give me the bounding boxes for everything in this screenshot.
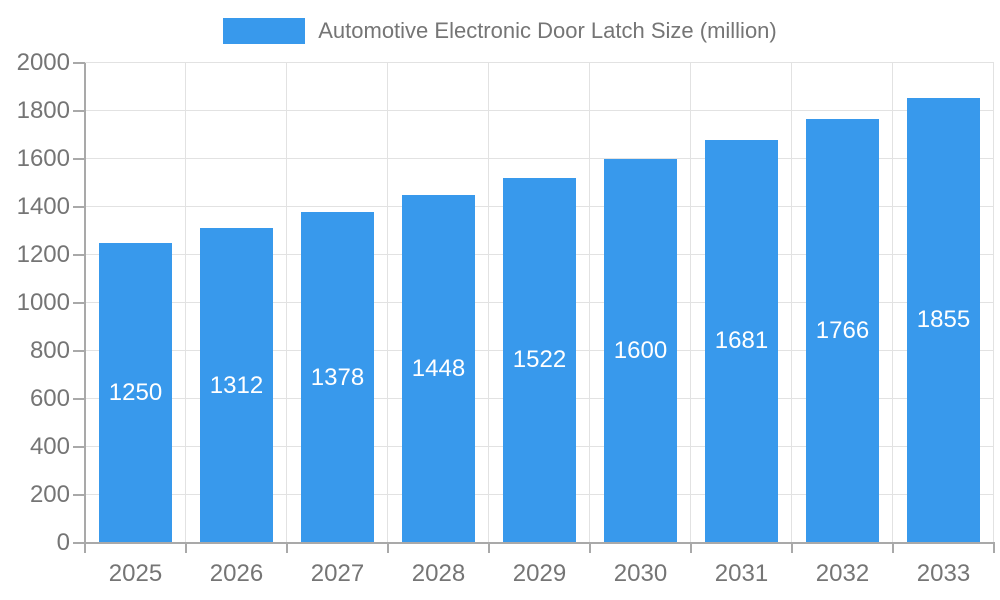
bar: [301, 212, 374, 543]
x-axis-tick: [791, 543, 793, 553]
bar-value-label: 1681: [714, 327, 769, 355]
y-axis-tick: [73, 110, 85, 112]
bar: [806, 119, 879, 543]
x-gridline: [488, 63, 489, 543]
x-axis-tick: [993, 543, 995, 553]
x-axis-tick-label: 2031: [714, 560, 769, 587]
y-axis-tick-label: 1800: [16, 97, 70, 124]
x-gridline: [791, 63, 792, 543]
y-axis-tick: [73, 446, 85, 448]
y-axis-tick-label: 400: [29, 433, 70, 460]
x-gridline: [185, 63, 186, 543]
y-axis-tick-label: 2000: [16, 49, 70, 76]
x-axis-tick-label: 2033: [916, 560, 971, 587]
x-axis-tick: [488, 543, 490, 553]
bar-value-label: 1855: [916, 306, 971, 334]
y-axis-tick: [73, 62, 85, 64]
y-axis-tick-label: 200: [29, 481, 70, 508]
y-axis-tick-label: 800: [29, 337, 70, 364]
x-axis-tick: [185, 543, 187, 553]
x-axis-tick: [892, 543, 894, 553]
y-axis-tick-label: 1600: [16, 145, 70, 172]
x-axis-tick-label: 2025: [108, 560, 163, 587]
y-axis-tick-label: 1400: [16, 193, 70, 220]
y-axis-tick-label: 1200: [16, 241, 70, 268]
y-axis-tick: [73, 254, 85, 256]
y-axis-tick: [73, 542, 85, 544]
x-gridline: [993, 63, 994, 543]
x-axis-tick-label: 2029: [512, 560, 567, 587]
y-axis-line: [84, 63, 86, 553]
x-axis-tick-label: 2030: [613, 560, 668, 587]
x-axis-line: [84, 542, 995, 544]
x-axis-tick-label: 2032: [815, 560, 870, 587]
x-axis-tick-label: 2027: [310, 560, 365, 587]
x-axis-tick: [286, 543, 288, 553]
x-gridline: [892, 63, 893, 543]
x-gridline: [589, 63, 590, 543]
y-axis-tick: [73, 398, 85, 400]
x-axis-tick-label: 2028: [411, 560, 466, 587]
y-axis-tick: [73, 206, 85, 208]
y-axis-tick-label: 1000: [16, 289, 70, 316]
bar: [705, 139, 778, 543]
y-axis-tick: [73, 302, 85, 304]
y-gridline: [85, 62, 994, 63]
x-gridline: [286, 63, 287, 543]
y-axis-tick: [73, 350, 85, 352]
y-gridline: [85, 158, 994, 159]
bar-value-label: 1250: [108, 379, 163, 406]
legend-swatch-icon: [223, 18, 306, 44]
x-axis-tick: [387, 543, 389, 553]
x-gridline: [690, 63, 691, 543]
bar-value-label: 1766: [815, 317, 870, 345]
bar: [200, 228, 273, 543]
bar: [907, 97, 980, 543]
bar: [604, 159, 677, 543]
bar-value-label: 1312: [209, 371, 264, 399]
bar-value-label: 1600: [613, 337, 668, 364]
y-axis-tick: [73, 494, 85, 496]
bar: [99, 243, 172, 543]
x-axis-tick: [589, 543, 591, 553]
y-axis-tick-label: 600: [29, 385, 70, 412]
legend-label: Automotive Electronic Door Latch Size (m…: [318, 18, 777, 43]
x-gridline: [387, 63, 388, 543]
x-axis-tick: [690, 543, 692, 553]
bar-value-label: 1378: [310, 363, 365, 391]
y-axis-tick: [73, 158, 85, 160]
y-gridline: [85, 110, 994, 111]
x-axis-tick-label: 2026: [209, 560, 264, 587]
bar: [503, 177, 576, 543]
bar-value-label: 1522: [512, 346, 567, 374]
y-axis-tick-label: 0: [56, 529, 70, 556]
bar: [402, 195, 475, 543]
chart-legend[interactable]: Automotive Electronic Door Latch Size (m…: [0, 16, 1000, 46]
bar-value-label: 1448: [411, 355, 466, 383]
